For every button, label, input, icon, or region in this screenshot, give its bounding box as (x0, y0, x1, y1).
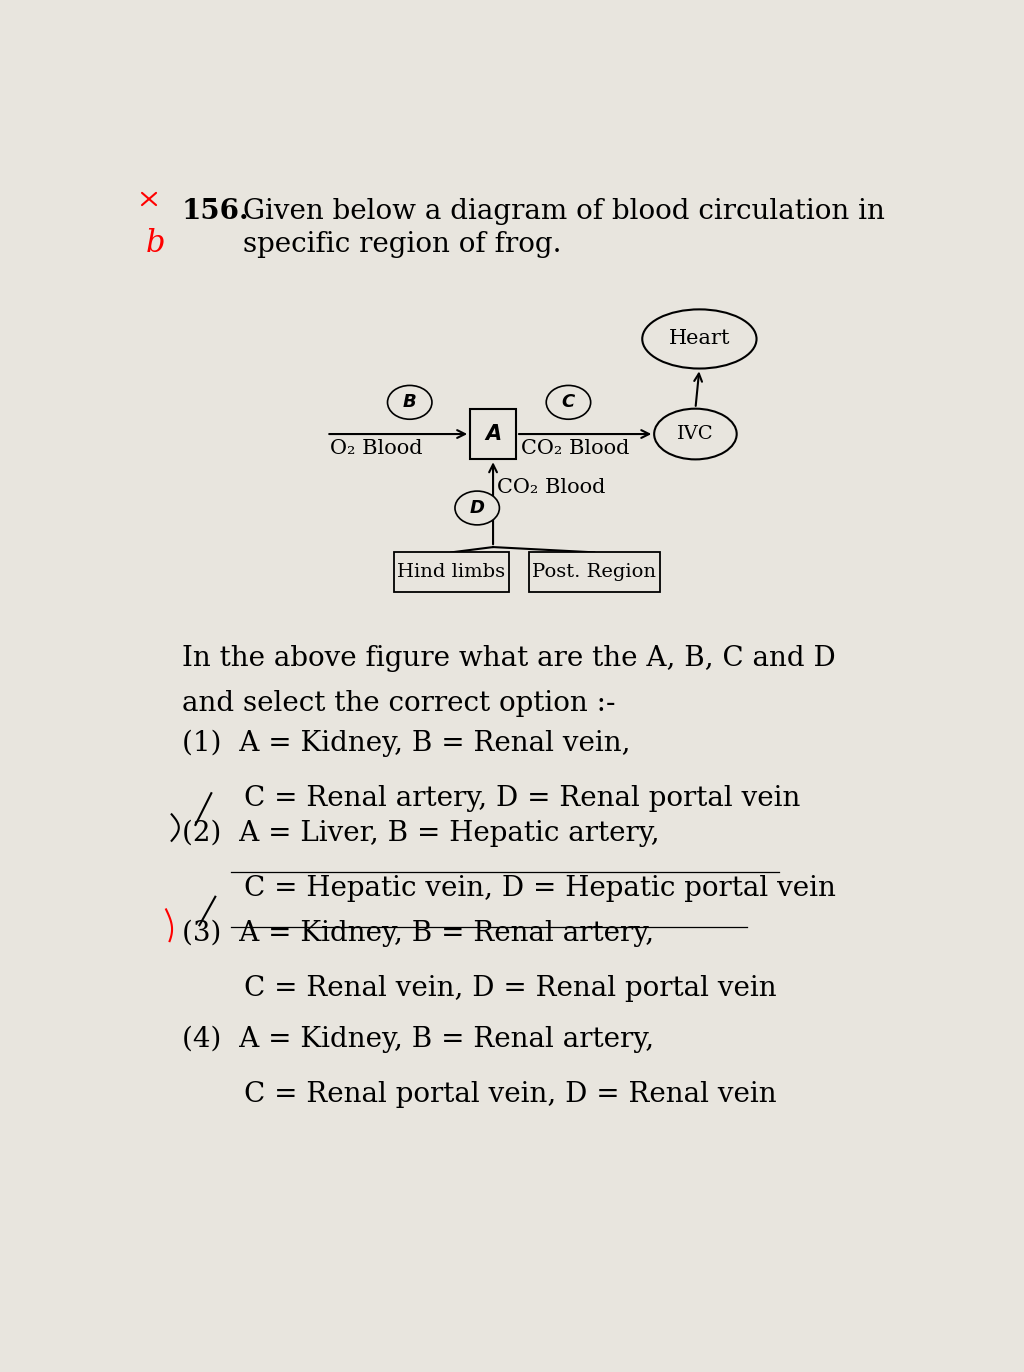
Text: b: b (145, 228, 165, 259)
Text: Post. Region: Post. Region (532, 564, 656, 582)
Text: CO₂ Blood: CO₂ Blood (521, 439, 629, 458)
Text: Heart: Heart (669, 329, 730, 348)
Text: D: D (470, 499, 484, 517)
Text: In the above figure what are the A, B, C and D: In the above figure what are the A, B, C… (182, 645, 836, 672)
Text: C = Renal vein, D = Renal portal vein: C = Renal vein, D = Renal portal vein (182, 975, 776, 1002)
Ellipse shape (455, 491, 500, 525)
Ellipse shape (654, 409, 736, 460)
Text: Given below a diagram of blood circulation in: Given below a diagram of blood circulati… (243, 199, 885, 225)
Text: A: A (485, 424, 501, 445)
FancyBboxPatch shape (470, 409, 516, 460)
Text: C = Hepatic vein, D = Hepatic portal vein: C = Hepatic vein, D = Hepatic portal vei… (182, 874, 836, 901)
Text: Hind limbs: Hind limbs (397, 564, 506, 582)
Ellipse shape (387, 386, 432, 420)
Text: C = Renal artery, D = Renal portal vein: C = Renal artery, D = Renal portal vein (182, 785, 801, 812)
Ellipse shape (642, 309, 757, 369)
FancyBboxPatch shape (528, 553, 659, 593)
Text: (3)  A = Kidney, B = Renal artery,: (3) A = Kidney, B = Renal artery, (182, 921, 654, 947)
Text: IVC: IVC (677, 425, 714, 443)
Text: specific region of frog.: specific region of frog. (243, 232, 561, 258)
FancyBboxPatch shape (394, 553, 509, 593)
Text: B: B (402, 394, 417, 412)
Text: CO₂ Blood: CO₂ Blood (497, 479, 605, 498)
Text: (1)  A = Kidney, B = Renal vein,: (1) A = Kidney, B = Renal vein, (182, 730, 631, 757)
Text: and select the correct option :-: and select the correct option :- (182, 690, 615, 716)
Text: C: C (562, 394, 575, 412)
Text: 156.: 156. (182, 199, 250, 225)
Text: (2)  A = Liver, B = Hepatic artery,: (2) A = Liver, B = Hepatic artery, (182, 819, 659, 847)
Ellipse shape (546, 386, 591, 420)
Text: O₂ Blood: O₂ Blood (331, 439, 423, 458)
Text: (4)  A = Kidney, B = Renal artery,: (4) A = Kidney, B = Renal artery, (182, 1026, 654, 1052)
Text: C = Renal portal vein, D = Renal vein: C = Renal portal vein, D = Renal vein (182, 1081, 776, 1107)
